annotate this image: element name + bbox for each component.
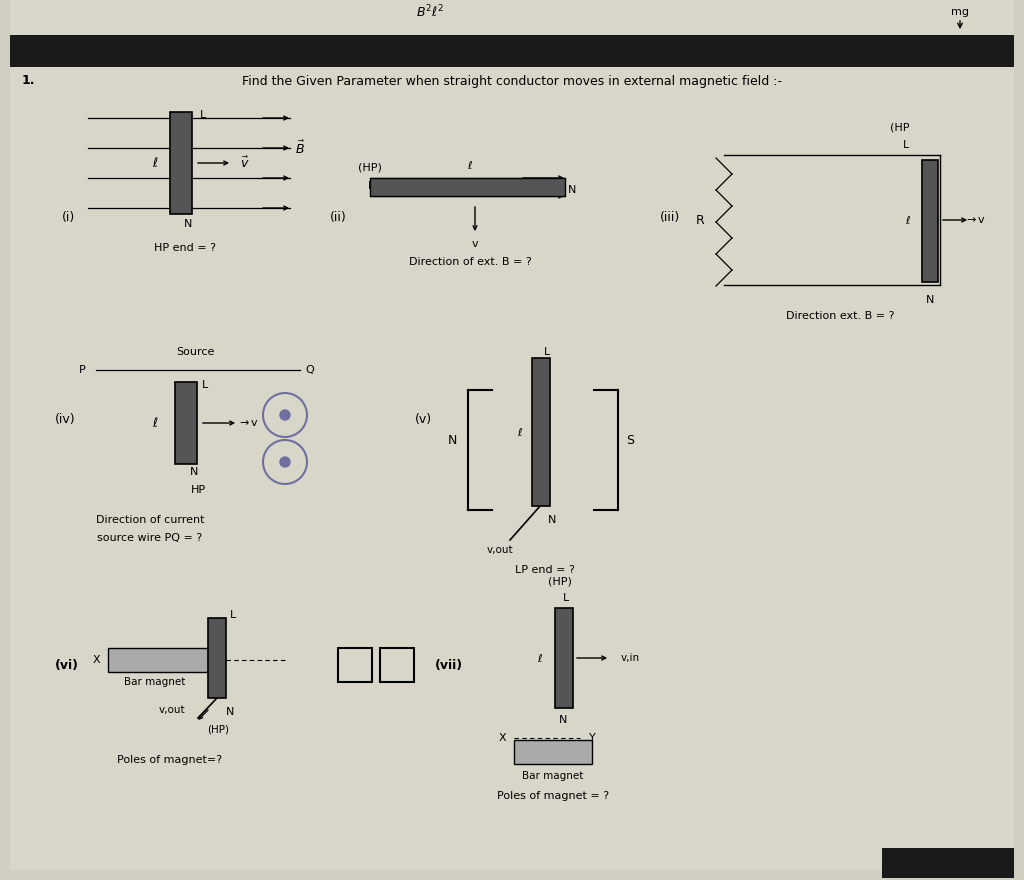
Text: L: L bbox=[200, 110, 206, 120]
Text: $\rightarrow$v: $\rightarrow$v bbox=[237, 418, 259, 428]
Bar bbox=[10, 35, 1014, 67]
Text: $\ell$: $\ell$ bbox=[905, 214, 911, 226]
Text: mg: mg bbox=[951, 7, 969, 17]
Text: Bar magnet: Bar magnet bbox=[124, 677, 185, 687]
Text: Find the Given Parameter when straight conductor moves in external magnetic fiel: Find the Given Parameter when straight c… bbox=[242, 76, 782, 89]
Text: (HP): (HP) bbox=[358, 163, 382, 173]
Text: BEGINNER'S BOX-7: BEGINNER'S BOX-7 bbox=[418, 46, 606, 64]
Text: L: L bbox=[563, 593, 569, 603]
Text: v,in: v,in bbox=[621, 653, 640, 663]
Text: $B^2\ell^2$: $B^2\ell^2$ bbox=[416, 4, 444, 20]
Text: source wire PQ = ?: source wire PQ = ? bbox=[97, 533, 203, 543]
Text: L: L bbox=[368, 181, 374, 191]
Bar bbox=[380, 648, 414, 682]
Text: 117: 117 bbox=[932, 855, 964, 870]
Circle shape bbox=[280, 410, 290, 420]
Text: N: N bbox=[226, 707, 234, 717]
Text: $\ell$: $\ell$ bbox=[152, 156, 159, 170]
Text: $\ell$: $\ell$ bbox=[537, 652, 543, 664]
Text: (HP): (HP) bbox=[548, 577, 572, 587]
Text: N: N bbox=[548, 515, 556, 525]
Text: Y: Y bbox=[589, 733, 595, 743]
Text: P: P bbox=[79, 365, 85, 375]
Text: N: N bbox=[926, 295, 934, 305]
Text: (ii): (ii) bbox=[330, 211, 347, 224]
Text: Q: Q bbox=[305, 365, 314, 375]
Circle shape bbox=[280, 457, 290, 467]
Text: Poles of magnet=?: Poles of magnet=? bbox=[118, 755, 222, 765]
Bar bbox=[175, 382, 197, 464]
Text: R: R bbox=[695, 214, 705, 226]
Text: Direction ext. B = ?: Direction ext. B = ? bbox=[785, 311, 894, 321]
Bar bbox=[532, 358, 550, 506]
Text: $\vec{B}$: $\vec{B}$ bbox=[295, 139, 305, 157]
Bar bbox=[108, 648, 208, 672]
Text: (vii): (vii) bbox=[435, 658, 463, 671]
Text: L: L bbox=[903, 140, 909, 150]
Bar bbox=[882, 848, 1014, 878]
Text: HP: HP bbox=[190, 485, 206, 495]
Text: (HP): (HP) bbox=[207, 725, 229, 735]
Text: (iii): (iii) bbox=[660, 211, 680, 224]
Text: X: X bbox=[92, 655, 99, 665]
Text: (HP: (HP bbox=[890, 123, 909, 133]
Text: S: S bbox=[626, 434, 634, 446]
Text: $\rightarrow$v: $\rightarrow$v bbox=[964, 215, 986, 225]
Text: (v): (v) bbox=[415, 414, 432, 427]
Bar bbox=[208, 618, 226, 698]
Text: L: L bbox=[544, 347, 550, 357]
Text: Direction of current: Direction of current bbox=[96, 515, 204, 525]
Text: $\ell$: $\ell$ bbox=[517, 426, 523, 438]
Text: N: N bbox=[184, 219, 193, 229]
Bar bbox=[338, 648, 372, 682]
Text: 1.: 1. bbox=[22, 74, 36, 86]
Text: Y: Y bbox=[212, 655, 218, 665]
Text: LP end = ?: LP end = ? bbox=[515, 565, 574, 575]
Text: N: N bbox=[189, 467, 199, 477]
Bar bbox=[922, 160, 938, 282]
Text: L: L bbox=[230, 610, 237, 620]
Text: (i): (i) bbox=[62, 211, 75, 224]
Text: $\ell$: $\ell$ bbox=[152, 416, 159, 430]
Bar bbox=[555, 608, 573, 708]
Text: N: N bbox=[447, 434, 457, 446]
Text: $\vec{v}$: $\vec{v}$ bbox=[241, 156, 250, 171]
Text: N: N bbox=[559, 715, 567, 725]
Text: X: X bbox=[499, 733, 506, 743]
Text: v: v bbox=[472, 239, 478, 249]
Bar bbox=[170, 112, 193, 214]
Bar bbox=[370, 178, 565, 196]
Text: Direction of ext. B = ?: Direction of ext. B = ? bbox=[409, 257, 531, 267]
Text: L: L bbox=[202, 380, 208, 390]
Text: N: N bbox=[568, 185, 577, 195]
Text: v,out: v,out bbox=[486, 545, 513, 555]
Text: (iv): (iv) bbox=[55, 414, 76, 427]
Bar bbox=[514, 740, 592, 764]
Text: $\ell$: $\ell$ bbox=[467, 159, 473, 171]
Text: Source: Source bbox=[176, 347, 214, 357]
Text: HP end = ?: HP end = ? bbox=[154, 243, 216, 253]
Text: (vi): (vi) bbox=[55, 658, 79, 671]
Text: Poles of magnet = ?: Poles of magnet = ? bbox=[497, 791, 609, 801]
Text: v,out: v,out bbox=[159, 705, 185, 715]
Text: Bar magnet: Bar magnet bbox=[522, 771, 584, 781]
